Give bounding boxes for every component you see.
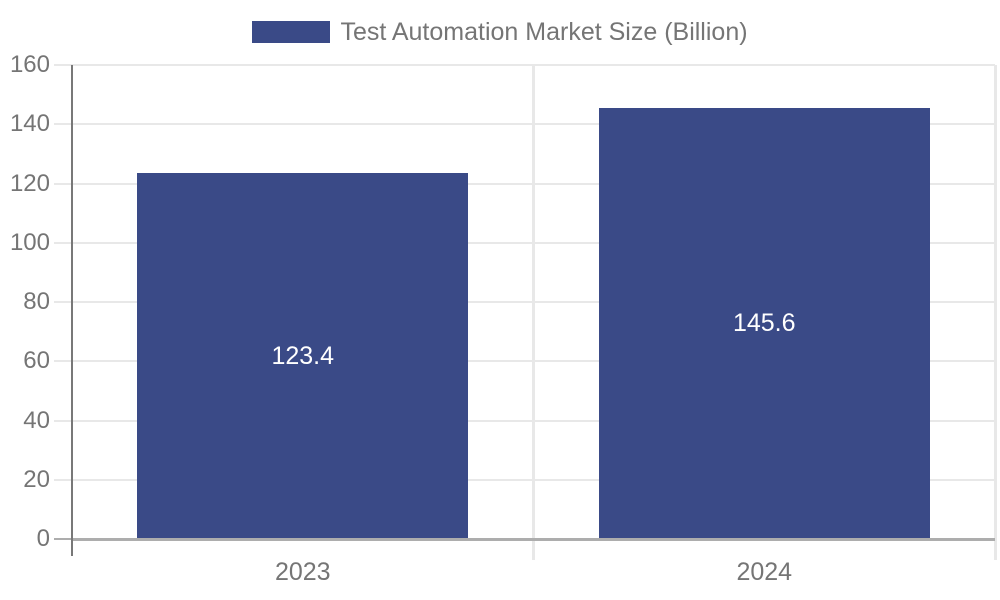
legend-swatch: [252, 21, 331, 43]
y-tick-mark: [54, 538, 72, 540]
y-axis-tick-label: 80: [23, 288, 50, 315]
y-axis-tick-label: 160: [9, 51, 50, 78]
y-axis-tick-label: 140: [9, 110, 50, 138]
y-tick-mark: [54, 64, 72, 66]
y-axis-tick-label: 100: [9, 228, 50, 256]
y-tick-mark: [54, 478, 72, 481]
y-tick-mark: [54, 301, 72, 303]
x-axis-tick-label: 2024: [736, 558, 793, 586]
category-divider-line: [993, 65, 997, 560]
x-axis-tick-label: 2023: [274, 558, 331, 586]
y-tick-mark: [54, 241, 72, 244]
y-tick-mark: [54, 123, 72, 126]
bar-2023: [137, 173, 469, 539]
x-axis-baseline: [72, 538, 995, 541]
bar-value-label: 145.6: [732, 309, 796, 338]
chart-legend: Test Automation Market Size (Billion): [0, 17, 1000, 47]
y-axis-tick-label: 60: [23, 347, 50, 375]
y-tick-mark: [54, 419, 72, 422]
bar-2024: [598, 107, 930, 539]
y-axis-tick-label: 20: [23, 465, 50, 493]
legend-label: Test Automation Market Size (Billion): [340, 18, 748, 46]
y-tick-mark: [54, 182, 72, 185]
y-axis-tick-label: 0: [36, 525, 50, 552]
y-axis-line: [71, 65, 73, 556]
bar-value-label: 123.4: [271, 342, 335, 371]
y-axis-tick-label: 120: [9, 169, 50, 197]
category-divider-line: [532, 65, 535, 560]
y-tick-mark: [54, 360, 72, 363]
y-axis-tick-label: 40: [23, 406, 50, 434]
